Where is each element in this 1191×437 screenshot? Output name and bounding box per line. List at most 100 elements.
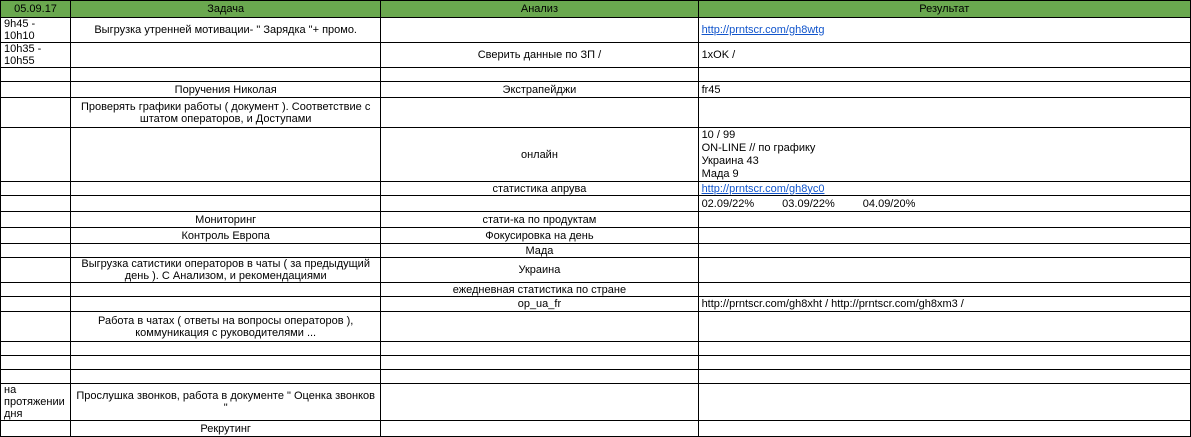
task-cell-empty[interactable] (70, 355, 382, 370)
analysis-cell[interactable]: op_ua_fr (380, 296, 699, 312)
task-cell[interactable]: Рекрутинг (70, 420, 382, 437)
analysis-cell-empty[interactable] (380, 355, 699, 370)
time-cell[interactable]: на протяжении дня (0, 383, 72, 421)
analysis-cell-empty[interactable] (380, 195, 699, 212)
result-cell-empty[interactable] (697, 341, 1191, 356)
result-cell-empty[interactable] (697, 355, 1191, 370)
task-cell[interactable]: Проверять графики работы ( документ ). С… (70, 97, 382, 128)
task-cell-empty[interactable] (70, 67, 382, 82)
analysis-cell[interactable]: ежедневная статистика по стране (380, 282, 699, 297)
table-row (0, 369, 1191, 384)
time-cell-empty[interactable] (0, 257, 72, 283)
analysis-cell-empty[interactable] (380, 97, 699, 128)
result-link[interactable]: http://prntscr.com/gh8wtg (701, 24, 825, 36)
task-cell-empty[interactable] (70, 42, 382, 68)
header-date: 05.09.17 (0, 0, 72, 18)
task-cell-empty[interactable] (70, 195, 382, 212)
task-cell-empty[interactable] (70, 181, 382, 196)
table-row: Мада (0, 243, 1191, 258)
result-cell[interactable]: 1xOK / (697, 42, 1191, 68)
time-cell-empty[interactable] (0, 81, 72, 98)
task-cell-empty[interactable] (70, 369, 382, 384)
header-result: Результат (697, 0, 1191, 18)
analysis-cell[interactable]: стати-ка по продуктам (380, 211, 699, 228)
task-cell[interactable]: Прослушка звонков, работа в документе " … (70, 383, 382, 421)
table-row (0, 341, 1191, 356)
analysis-cell[interactable]: Экстрапейджи (380, 81, 699, 98)
result-cell-empty[interactable] (697, 67, 1191, 82)
result-link[interactable]: http://prntscr.com/gh8yc0 (701, 182, 825, 195)
result-cell-multiline[interactable]: 10 / 99 ON-LINE // по графику Украина 43 Ма… (697, 127, 1191, 182)
time-cell[interactable]: 9h45 - 10h10 (0, 17, 72, 43)
table-row: Проверять графики работы ( документ ). С… (0, 97, 1191, 128)
time-cell-empty[interactable] (0, 181, 72, 196)
result-cell[interactable]: http://prntscr.com/gh8xht / http://prnts… (697, 296, 1191, 312)
task-cell[interactable]: Работа в чатах ( ответы на вопросы опера… (70, 311, 382, 342)
analysis-cell-empty[interactable] (380, 311, 699, 342)
task-cell-empty[interactable] (70, 127, 382, 182)
analysis-cell[interactable]: Сверить данные по ЗП / (380, 42, 699, 68)
analysis-cell-empty[interactable] (380, 17, 699, 43)
task-cell-empty[interactable] (70, 282, 382, 297)
result-cell-empty[interactable] (697, 257, 1191, 283)
result-cell-empty[interactable] (697, 211, 1191, 228)
task-cell-empty[interactable] (70, 296, 382, 312)
time-cell-empty[interactable] (0, 127, 72, 182)
analysis-cell[interactable]: Мада (380, 243, 699, 258)
result-cell-empty[interactable] (697, 311, 1191, 342)
result-cell[interactable]: fr45 (697, 81, 1191, 98)
result-line: Украина 43 (701, 154, 759, 167)
task-cell[interactable]: Контроль Европа (70, 227, 382, 244)
time-cell-empty[interactable] (0, 341, 72, 356)
result-cell-empty[interactable] (697, 369, 1191, 384)
table-row: на протяжении дня Прослушка звонков, рабо… (0, 383, 1191, 421)
task-cell-empty[interactable] (70, 243, 382, 258)
analysis-cell[interactable]: статистика апрува (380, 181, 699, 196)
result-cell-empty[interactable] (697, 383, 1191, 421)
table-row: 10h35 - 10h55 Сверить данные по ЗП /1xOK … (0, 42, 1191, 68)
table-body: 9h45 - 10h10 Выгрузка утренней мотивации-… (0, 17, 1191, 437)
time-cell[interactable]: 10h35 - 10h55 (0, 42, 72, 68)
task-cell[interactable]: Выгрузка сатистики операторов в чаты ( з… (70, 257, 382, 283)
result-cell-empty[interactable] (697, 243, 1191, 258)
stat-entry: 04.09/20% (862, 197, 916, 210)
time-cell-empty[interactable] (0, 195, 72, 212)
result-cell-empty[interactable] (697, 227, 1191, 244)
table-header: 05.09.17 Задача Анализ Результат (0, 0, 1191, 18)
time-cell-empty[interactable] (0, 369, 72, 384)
analysis-cell[interactable]: Фокусировка на день (380, 227, 699, 244)
time-cell-empty[interactable] (0, 227, 72, 244)
task-cell[interactable]: Поручения Николая (70, 81, 382, 98)
time-cell-empty[interactable] (0, 282, 72, 297)
analysis-cell[interactable]: онлайн (380, 127, 699, 182)
time-cell-empty[interactable] (0, 311, 72, 342)
task-cell[interactable]: Выгрузка утренней мотивации- " Зарядка "… (70, 17, 382, 43)
result-cell-empty[interactable] (697, 97, 1191, 128)
result-cell[interactable]: http://prntscr.com/gh8wtg (697, 17, 1191, 43)
result-cell-empty[interactable] (697, 282, 1191, 297)
table-row: 9h45 - 10h10 Выгрузка утренней мотивации-… (0, 17, 1191, 43)
table-row: статистика апрува http://prntscr.com/gh8y… (0, 181, 1191, 196)
analysis-cell-empty[interactable] (380, 420, 699, 437)
task-cell-empty[interactable] (70, 341, 382, 356)
analysis-cell-empty[interactable] (380, 67, 699, 82)
time-cell-empty[interactable] (0, 67, 72, 82)
result-cell[interactable]: http://prntscr.com/gh8yc0 (697, 181, 1191, 196)
analysis-cell-empty[interactable] (380, 383, 699, 421)
table-row: Выгрузка сатистики операторов в чаты ( з… (0, 257, 1191, 283)
result-cell-stats[interactable]: 02.09/22% 03.09/22% 04.09/20% (697, 195, 1191, 212)
analysis-cell-empty[interactable] (380, 369, 699, 384)
analysis-cell[interactable]: Украина (380, 257, 699, 283)
time-cell-empty[interactable] (0, 420, 72, 437)
analysis-cell-empty[interactable] (380, 341, 699, 356)
header-row: 05.09.17 Задача Анализ Результат (0, 0, 1191, 18)
task-cell[interactable]: Мониторинг (70, 211, 382, 228)
time-cell-empty[interactable] (0, 97, 72, 128)
time-cell-empty[interactable] (0, 296, 72, 312)
time-cell-empty[interactable] (0, 355, 72, 370)
time-cell-empty[interactable] (0, 243, 72, 258)
table-row: 02.09/22% 03.09/22% 04.09/20% (0, 195, 1191, 212)
result-cell-empty[interactable] (697, 420, 1191, 437)
time-cell-empty[interactable] (0, 211, 72, 228)
